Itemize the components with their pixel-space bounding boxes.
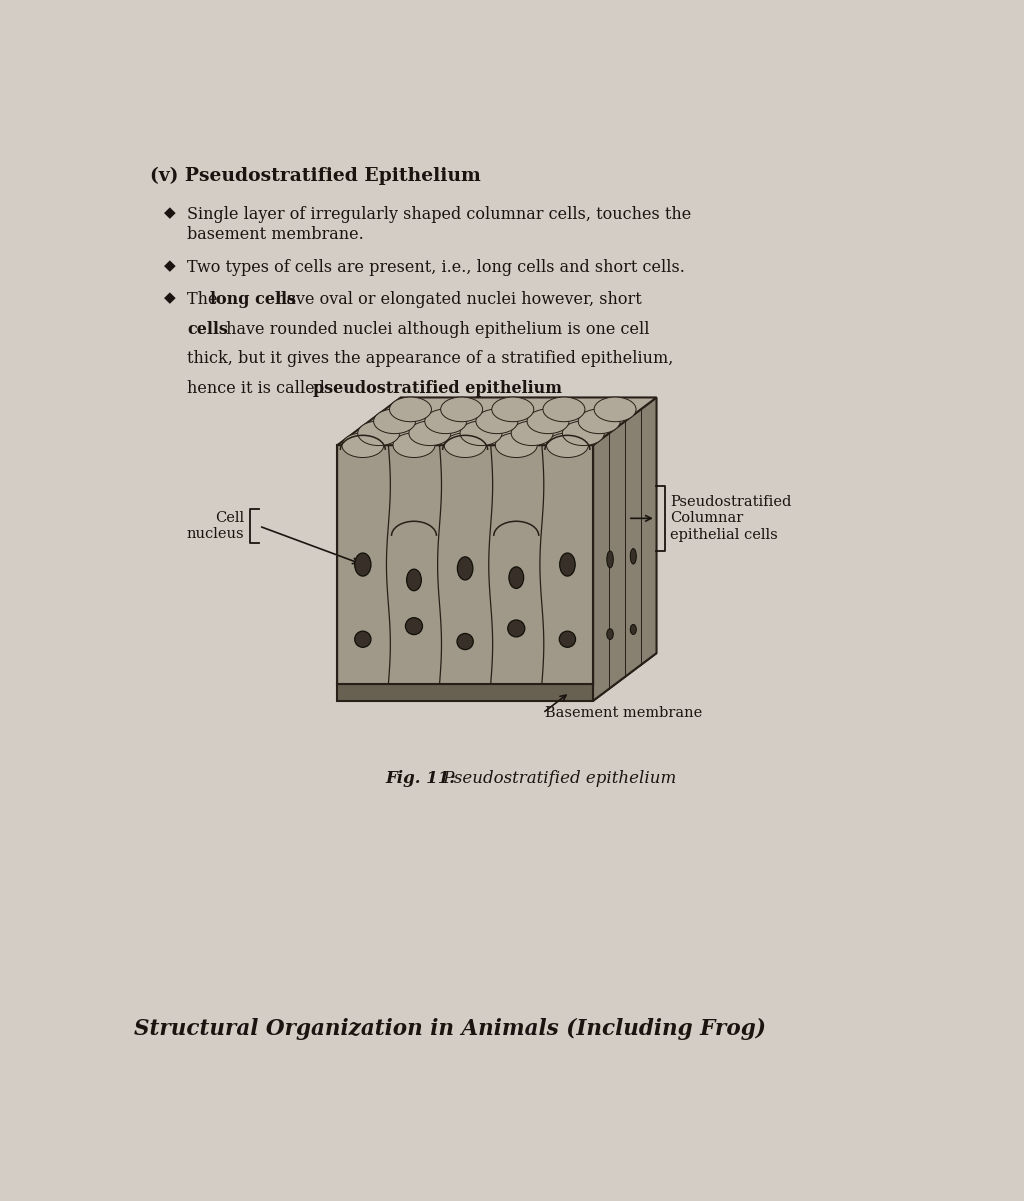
Text: Single layer of irregularly shaped columnar cells, touches the
basement membrane: Single layer of irregularly shaped colum… — [187, 207, 691, 243]
Text: (v) Pseudostratified Epithelium: (v) Pseudostratified Epithelium — [150, 167, 480, 185]
Ellipse shape — [458, 557, 473, 580]
Ellipse shape — [425, 410, 467, 434]
Ellipse shape — [511, 420, 553, 446]
Ellipse shape — [460, 420, 502, 446]
Text: Fig. 11:: Fig. 11: — [385, 770, 456, 787]
Ellipse shape — [342, 432, 384, 458]
Ellipse shape — [406, 617, 423, 634]
Ellipse shape — [579, 410, 621, 434]
Ellipse shape — [444, 432, 486, 458]
Ellipse shape — [527, 410, 569, 434]
Polygon shape — [593, 398, 656, 701]
Ellipse shape — [407, 569, 421, 591]
Ellipse shape — [607, 628, 613, 639]
Ellipse shape — [508, 620, 524, 637]
Text: .: . — [536, 381, 541, 398]
Text: Structural Organization in Animals (Including Frog): Structural Organization in Animals (Incl… — [134, 1017, 766, 1040]
Text: Two types of cells are present, i.e., long cells and short cells.: Two types of cells are present, i.e., lo… — [187, 259, 685, 276]
Ellipse shape — [389, 398, 431, 422]
Ellipse shape — [509, 567, 523, 588]
Text: The: The — [187, 291, 222, 309]
Ellipse shape — [562, 420, 604, 446]
Ellipse shape — [440, 398, 482, 422]
Text: ◆: ◆ — [164, 291, 175, 305]
Ellipse shape — [393, 432, 435, 458]
Ellipse shape — [631, 625, 636, 634]
Ellipse shape — [559, 632, 575, 647]
Text: Basement membrane: Basement membrane — [545, 706, 702, 721]
Ellipse shape — [492, 398, 534, 422]
Polygon shape — [337, 653, 656, 701]
Ellipse shape — [607, 551, 613, 568]
Text: cells: cells — [187, 321, 227, 337]
Polygon shape — [337, 398, 656, 446]
Polygon shape — [337, 446, 593, 683]
Ellipse shape — [543, 398, 585, 422]
Text: pseudostratified epithelium: pseudostratified epithelium — [313, 381, 562, 398]
Text: Pseudostratified epithelium: Pseudostratified epithelium — [438, 770, 676, 787]
Polygon shape — [337, 683, 593, 701]
Text: ◆: ◆ — [164, 259, 175, 273]
Ellipse shape — [457, 633, 473, 650]
Ellipse shape — [409, 420, 451, 446]
Ellipse shape — [357, 420, 399, 446]
Ellipse shape — [594, 398, 636, 422]
Text: ◆: ◆ — [164, 207, 175, 221]
Ellipse shape — [547, 432, 589, 458]
Text: Cell
nucleus: Cell nucleus — [186, 510, 245, 542]
Text: Pseudostratified
Columnar
epithelial cells: Pseudostratified Columnar epithelial cel… — [671, 495, 792, 542]
Ellipse shape — [354, 632, 371, 647]
Ellipse shape — [631, 549, 636, 564]
Text: have rounded nuclei although epithelium is one cell: have rounded nuclei although epithelium … — [221, 321, 649, 337]
Text: thick, but it gives the appearance of a stratified epithelium,: thick, but it gives the appearance of a … — [187, 351, 673, 368]
Ellipse shape — [374, 410, 416, 434]
Ellipse shape — [496, 432, 538, 458]
Ellipse shape — [560, 552, 575, 576]
Text: long cells: long cells — [210, 291, 296, 309]
Text: hence it is called: hence it is called — [187, 381, 330, 398]
Ellipse shape — [354, 552, 371, 576]
Text: have oval or elongated nuclei however, short: have oval or elongated nuclei however, s… — [270, 291, 641, 309]
Ellipse shape — [476, 410, 518, 434]
